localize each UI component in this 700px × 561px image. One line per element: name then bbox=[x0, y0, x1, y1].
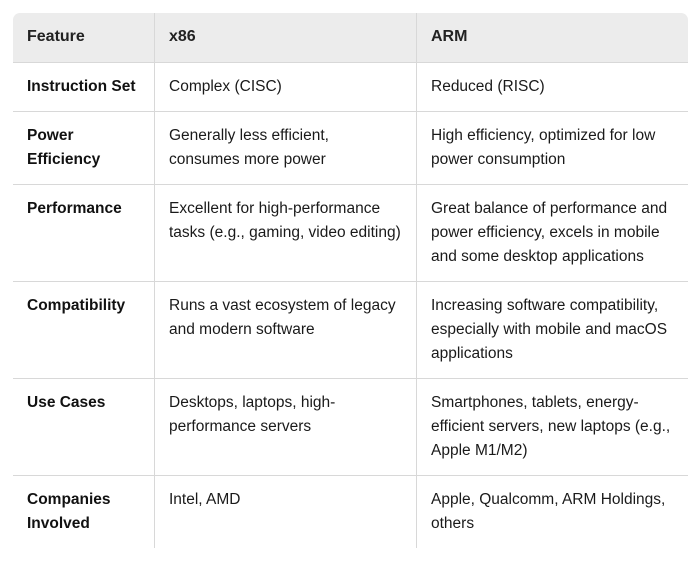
x86-cell: Desktops, laptops, high-performance serv… bbox=[155, 378, 417, 475]
feature-cell: Companies Involved bbox=[13, 475, 155, 548]
table-row: Power Efficiency Generally less efficien… bbox=[13, 111, 689, 184]
feature-cell: Use Cases bbox=[13, 378, 155, 475]
table-row: Compatibility Runs a vast ecosystem of l… bbox=[13, 281, 689, 378]
arm-cell: Great balance of performance and power e… bbox=[417, 184, 689, 281]
arm-cell: High efficiency, optimized for low power… bbox=[417, 111, 689, 184]
arm-cell: Increasing software compatibility, espec… bbox=[417, 281, 689, 378]
table-row: Performance Excellent for high-performan… bbox=[13, 184, 689, 281]
arm-cell: Smartphones, tablets, energy-efficient s… bbox=[417, 378, 689, 475]
comparison-table: Feature x86 ARM Instruction Set Complex … bbox=[12, 12, 689, 549]
arm-cell: Reduced (RISC) bbox=[417, 62, 689, 111]
table-row: Companies Involved Intel, AMD Apple, Qua… bbox=[13, 475, 689, 548]
x86-cell: Excellent for high-performance tasks (e.… bbox=[155, 184, 417, 281]
table-row: Instruction Set Complex (CISC) Reduced (… bbox=[13, 62, 689, 111]
arm-cell: Apple, Qualcomm, ARM Holdings, others bbox=[417, 475, 689, 548]
feature-cell: Compatibility bbox=[13, 281, 155, 378]
table-row: Use Cases Desktops, laptops, high-perfor… bbox=[13, 378, 689, 475]
header-row: Feature x86 ARM bbox=[13, 13, 689, 63]
feature-cell: Instruction Set bbox=[13, 62, 155, 111]
x86-cell: Runs a vast ecosystem of legacy and mode… bbox=[155, 281, 417, 378]
x86-cell: Complex (CISC) bbox=[155, 62, 417, 111]
col-header-arm: ARM bbox=[417, 13, 689, 63]
x86-cell: Intel, AMD bbox=[155, 475, 417, 548]
feature-cell: Performance bbox=[13, 184, 155, 281]
col-header-feature: Feature bbox=[13, 13, 155, 63]
feature-cell: Power Efficiency bbox=[13, 111, 155, 184]
x86-cell: Generally less efficient, consumes more … bbox=[155, 111, 417, 184]
col-header-x86: x86 bbox=[155, 13, 417, 63]
